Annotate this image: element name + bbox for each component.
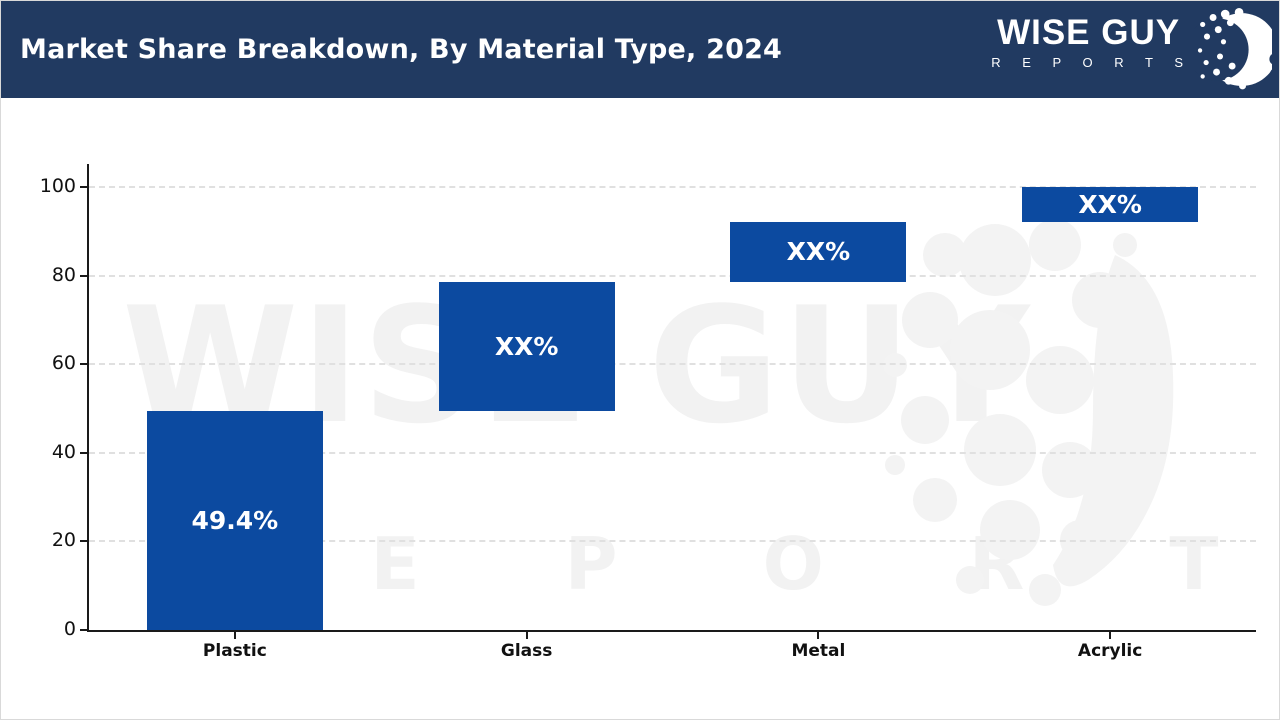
bar-value-label: 49.4% [191,506,279,536]
x-tick-label: Glass [500,641,553,661]
bar-glass: XX% [438,281,615,412]
y-tick-mark [80,186,88,188]
y-tick-mark [80,363,88,366]
gridline-100 [89,186,1256,188]
x-tick-mark [1109,631,1112,639]
x-tick-label: Plastic [202,641,267,661]
x-tick-label: Metal [791,641,846,661]
bar-metal: XX% [730,221,907,282]
y-tick-label: 40 [51,440,76,463]
x-axis-spine [87,630,1256,632]
y-axis-spine [87,164,89,632]
y-tick-label: 60 [51,352,76,375]
brand-logo-line1: WISE GUY [997,13,1181,52]
y-tick-mark [80,540,88,543]
gridline-60 [89,363,1256,366]
y-tick-label: 20 [51,529,76,552]
watermark-head-graphic [883,219,1174,606]
page-title: Market Share Breakdown, By Material Type… [20,33,783,65]
y-tick-label: 80 [51,263,76,286]
x-tick-mark [233,631,236,639]
x-tick-mark [817,631,820,639]
y-tick-mark [80,274,88,277]
y-tick-mark [80,629,88,631]
y-tick-label: 0 [63,618,76,640]
brand-logo: WISE GUY R E P O R T S [985,13,1192,70]
bar-value-label: XX% [786,237,851,267]
gridline-80 [89,274,1256,277]
bar-value-label: XX% [494,331,559,361]
y-tick-label: 100 [39,175,76,197]
x-tick-label: Acrylic [1077,641,1143,661]
gridline-20 [89,540,1256,543]
y-tick-mark [80,451,88,454]
brand-logo-head-icon [1194,7,1272,90]
bar-acrylic: XX% [1022,187,1199,222]
brand-logo-line2: R E P O R T S [991,54,1192,70]
header-band: Market Share Breakdown, By Material Type… [0,0,1280,98]
x-tick-mark [525,631,528,639]
bar-value-label: XX% [1078,189,1142,219]
bar-plastic: 49.4% [146,411,323,630]
gridline-40 [89,451,1256,454]
